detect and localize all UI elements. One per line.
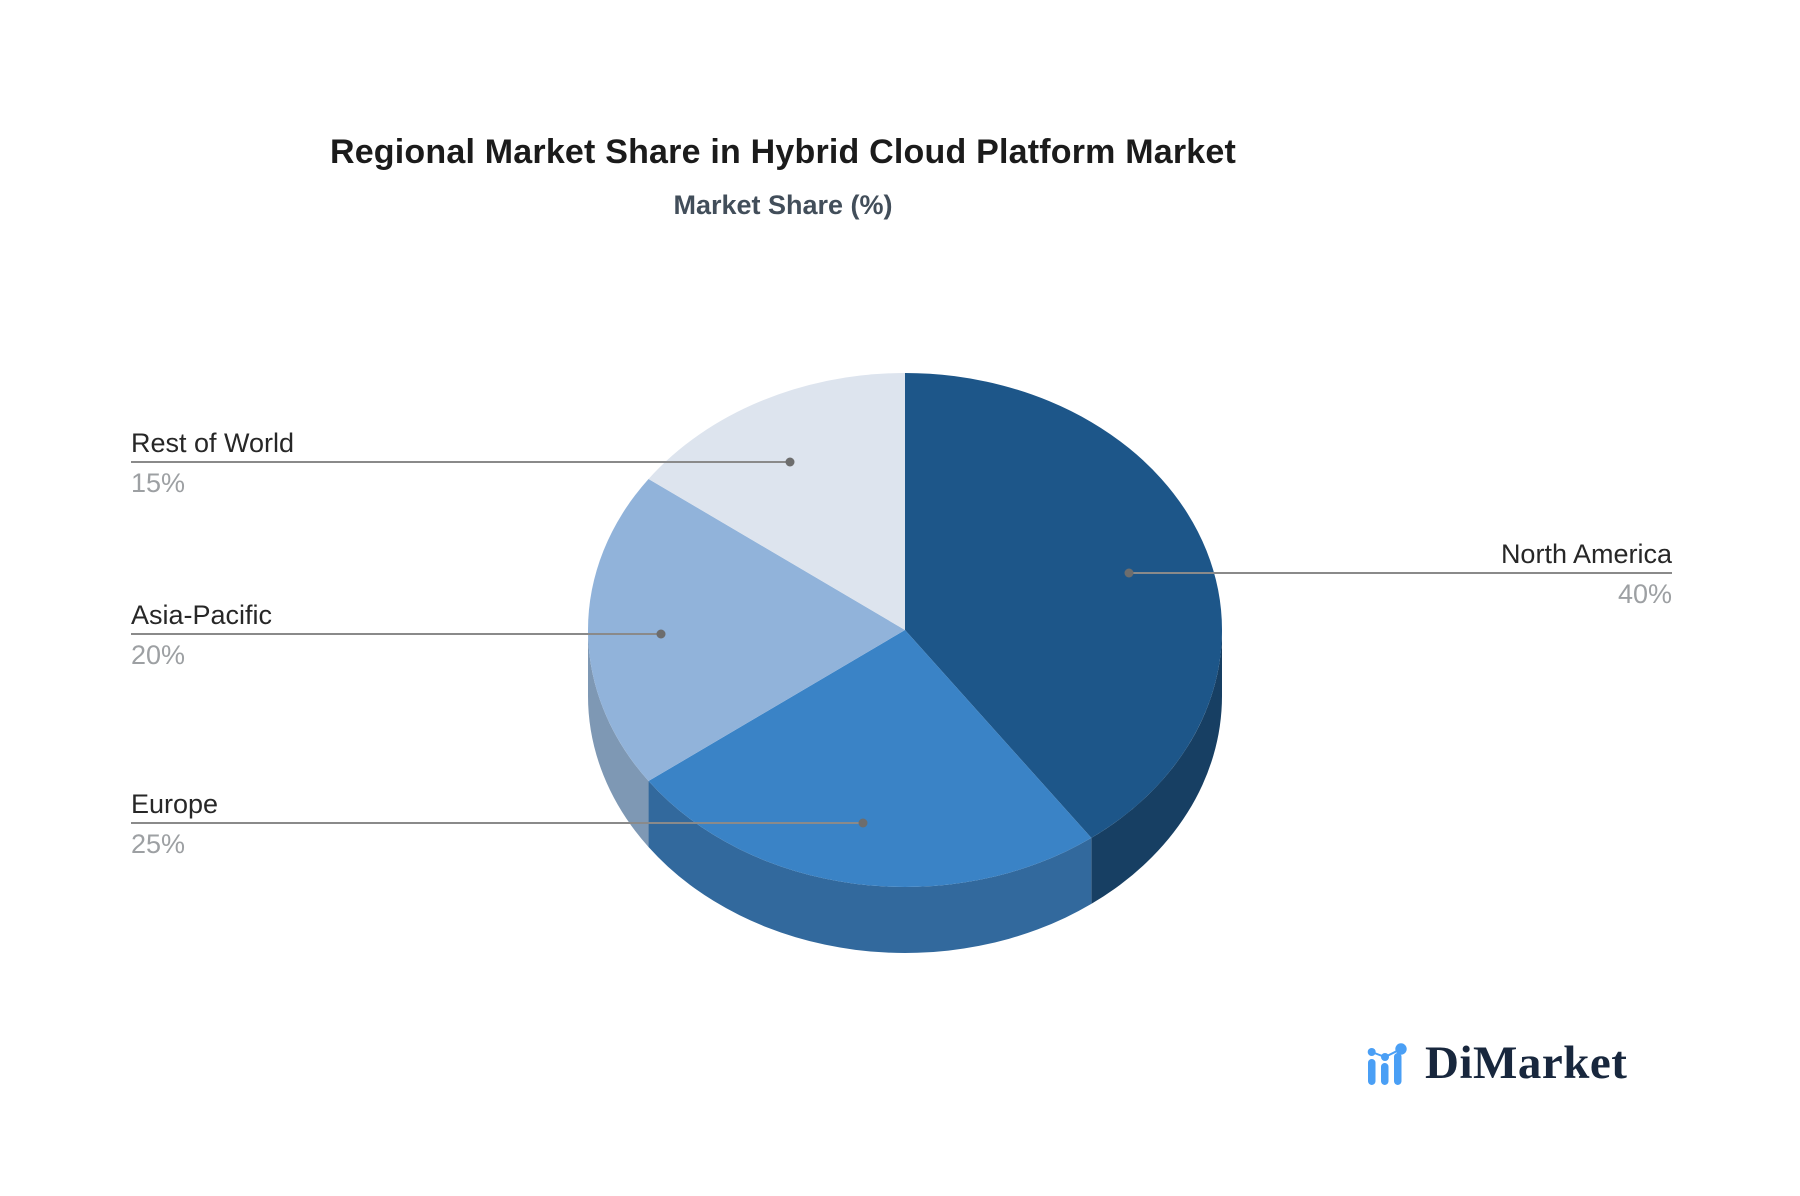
chart-title: Regional Market Share in Hybrid Cloud Pl…: [329, 133, 1237, 171]
pie-slice-asia-pacific: [587, 478, 905, 782]
leader-dot-rest-of-world: [785, 457, 795, 467]
slice-label-rest-of-world: Rest of World: [131, 428, 295, 458]
slice-label-europe: Europe: [131, 789, 219, 819]
slice-value-rest-of-world: 15%: [131, 468, 186, 498]
leader-dot-north-america: [1124, 568, 1134, 578]
pie-slice-side-north-america: [1091, 630, 1222, 904]
bar-chart-trend-icon: [1367, 1043, 1407, 1085]
slice-value-asia-pacific: 20%: [131, 640, 186, 670]
leader-dot-europe: [858, 818, 868, 828]
slice-value-north-america: 40%: [1617, 579, 1672, 609]
slice-label-north-america: North America: [1500, 539, 1672, 569]
pie-slice-rest-of-world: [648, 373, 905, 630]
pie-slice-side-europe: [648, 781, 1092, 954]
chart-subtitle: Market Share (%): [673, 190, 893, 220]
dimarket-logo: DiMarket: [1366, 1038, 1627, 1088]
pie-slice-side-asia-pacific: [588, 630, 649, 848]
pie-slice-north-america: [905, 373, 1223, 838]
leader-dot-asia-pacific: [656, 629, 666, 639]
slice-value-europe: 25%: [131, 829, 186, 859]
slice-label-asia-pacific: Asia-Pacific: [131, 600, 273, 630]
logo-text: DiMarket: [1425, 1037, 1628, 1089]
